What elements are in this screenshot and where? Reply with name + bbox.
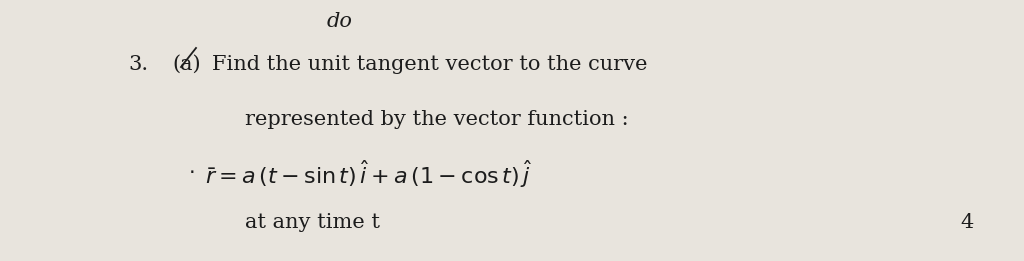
Text: (a): (a) xyxy=(172,55,201,74)
Text: do: do xyxy=(327,12,353,31)
Text: at any time t: at any time t xyxy=(245,213,380,232)
Text: 3.: 3. xyxy=(128,55,148,74)
Text: represented by the vector function :: represented by the vector function : xyxy=(245,110,629,129)
Text: Find the unit tangent vector to the curve: Find the unit tangent vector to the curv… xyxy=(212,55,647,74)
Text: $\cdot$: $\cdot$ xyxy=(188,162,195,181)
Text: 4: 4 xyxy=(961,213,973,232)
Text: $\bar{r} = a\,(t - \sin t)\,\hat{i} + a\,(1 - \cos t)\,\hat{j}$: $\bar{r} = a\,(t - \sin t)\,\hat{i} + a\… xyxy=(205,158,532,190)
